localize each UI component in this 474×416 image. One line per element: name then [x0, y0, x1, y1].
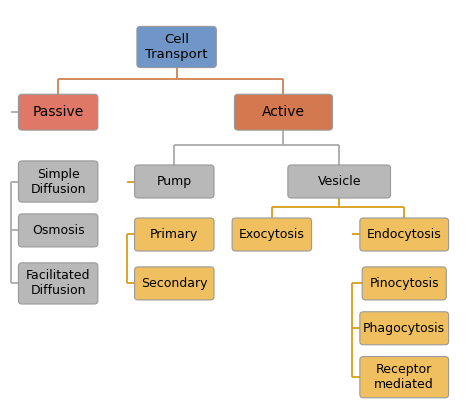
- Text: Pump: Pump: [157, 175, 192, 188]
- Text: Exocytosis: Exocytosis: [239, 228, 305, 241]
- Text: Active: Active: [262, 105, 305, 119]
- Text: Receptor
mediated: Receptor mediated: [374, 363, 434, 391]
- Text: Secondary: Secondary: [141, 277, 208, 290]
- FancyBboxPatch shape: [18, 214, 98, 247]
- FancyBboxPatch shape: [135, 165, 214, 198]
- FancyBboxPatch shape: [288, 165, 391, 198]
- FancyBboxPatch shape: [360, 218, 448, 251]
- FancyBboxPatch shape: [18, 94, 98, 130]
- FancyBboxPatch shape: [235, 94, 332, 130]
- Text: Cell
Transport: Cell Transport: [146, 33, 208, 61]
- FancyBboxPatch shape: [360, 357, 448, 398]
- FancyBboxPatch shape: [232, 218, 311, 251]
- Text: Vesicle: Vesicle: [318, 175, 361, 188]
- Text: Primary: Primary: [150, 228, 199, 241]
- FancyBboxPatch shape: [360, 312, 448, 345]
- Text: Osmosis: Osmosis: [32, 224, 84, 237]
- FancyBboxPatch shape: [18, 161, 98, 202]
- Text: Pinocytosis: Pinocytosis: [369, 277, 439, 290]
- Text: Endocytosis: Endocytosis: [367, 228, 442, 241]
- FancyBboxPatch shape: [135, 267, 214, 300]
- FancyBboxPatch shape: [18, 263, 98, 304]
- Text: Passive: Passive: [33, 105, 84, 119]
- FancyBboxPatch shape: [135, 218, 214, 251]
- FancyBboxPatch shape: [137, 26, 216, 67]
- Text: Facilitated
Diffusion: Facilitated Diffusion: [26, 270, 91, 297]
- Text: Simple
Diffusion: Simple Diffusion: [30, 168, 86, 196]
- FancyBboxPatch shape: [362, 267, 446, 300]
- Text: Phagocytosis: Phagocytosis: [363, 322, 445, 335]
